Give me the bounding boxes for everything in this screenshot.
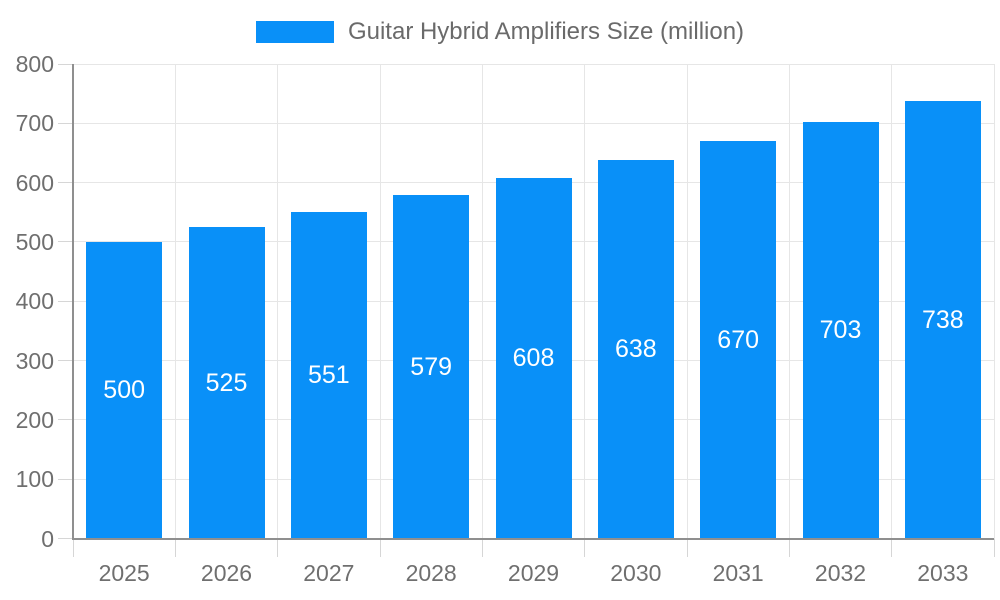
bar-2030 — [597, 160, 674, 539]
bar-2026 — [188, 227, 265, 539]
x-gridline — [788, 64, 790, 539]
bar-2025 — [86, 241, 163, 539]
bar-value-label: 670 — [717, 325, 760, 354]
y-gridline — [73, 122, 994, 124]
y-axis-tick — [58, 241, 73, 243]
x-gridline — [584, 64, 586, 539]
y-axis-tick — [58, 300, 73, 302]
x-gridline — [174, 64, 176, 539]
bar-value-label: 638 — [614, 335, 657, 364]
x-axis-tick — [72, 539, 74, 557]
x-gridline — [379, 64, 381, 539]
y-axis-tick-label: 200 — [15, 406, 54, 433]
y-axis-tick-label: 600 — [15, 169, 54, 196]
bar-value-label: 608 — [512, 344, 555, 373]
x-axis-tick — [891, 539, 893, 557]
bar-2033 — [904, 100, 981, 539]
x-axis-tick-label: 2027 — [303, 560, 355, 586]
y-axis-tick-label: 300 — [15, 347, 54, 374]
y-axis-tick-label: 100 — [15, 466, 54, 493]
x-axis-tick — [481, 539, 483, 557]
legend-swatch-icon — [255, 21, 334, 43]
bar-2032 — [802, 121, 879, 539]
y-axis-tick — [58, 63, 73, 65]
x-gridline — [277, 64, 279, 539]
legend-label: Guitar Hybrid Amplifiers Size (million) — [347, 18, 745, 45]
x-axis-tick — [174, 539, 176, 557]
x-axis-tick — [584, 539, 586, 557]
bar-value-label: 703 — [819, 316, 862, 345]
bar-value-label: 738 — [921, 305, 964, 334]
x-axis-tick — [379, 539, 381, 557]
legend[interactable]: Guitar Hybrid Amplifiers Size (million) — [0, 18, 1000, 45]
y-axis-tick — [58, 538, 73, 539]
bar-value-label: 579 — [410, 352, 453, 381]
x-axis-tick-label: 2030 — [610, 560, 662, 586]
x-axis-tick-label: 2033 — [917, 560, 969, 586]
y-axis-tick — [58, 360, 73, 362]
bar-value-label: 551 — [307, 361, 350, 390]
bar-2028 — [393, 195, 470, 539]
bar-2029 — [495, 177, 572, 539]
bar-2027 — [290, 211, 367, 539]
y-axis-tick-label: 500 — [15, 228, 54, 255]
x-axis-tick-label: 2029 — [507, 560, 560, 586]
y-axis-tick — [58, 478, 73, 480]
x-axis-tick-label: 2031 — [712, 560, 764, 586]
y-axis-tick — [58, 419, 73, 421]
x-gridline — [686, 64, 688, 539]
x-gridline — [481, 64, 483, 539]
x-axis-tick-label: 2025 — [98, 560, 150, 586]
bar-2031 — [700, 141, 777, 539]
y-axis-tick-label: 800 — [15, 51, 54, 77]
y-axis-line — [71, 64, 74, 539]
x-gridline — [993, 64, 995, 539]
x-axis-tick — [277, 539, 279, 557]
x-axis-tick — [993, 539, 995, 557]
y-axis-tick-label: 700 — [15, 110, 54, 137]
y-axis-tick — [58, 122, 73, 124]
x-gridline — [891, 64, 893, 539]
x-axis-tick-label: 2032 — [814, 560, 867, 586]
bar-value-label: 500 — [103, 376, 146, 405]
x-axis-line — [71, 537, 994, 540]
x-axis-tick-label: 2026 — [200, 560, 253, 586]
y-gridline — [73, 63, 994, 65]
y-axis-tick — [58, 182, 73, 184]
y-axis-tick-label: 0 — [41, 525, 54, 552]
bar-value-label: 525 — [205, 368, 248, 397]
x-axis-tick — [686, 539, 688, 557]
x-axis-tick-label: 2028 — [405, 560, 457, 586]
y-axis-tick-label: 400 — [15, 288, 54, 315]
x-axis-tick — [788, 539, 790, 557]
